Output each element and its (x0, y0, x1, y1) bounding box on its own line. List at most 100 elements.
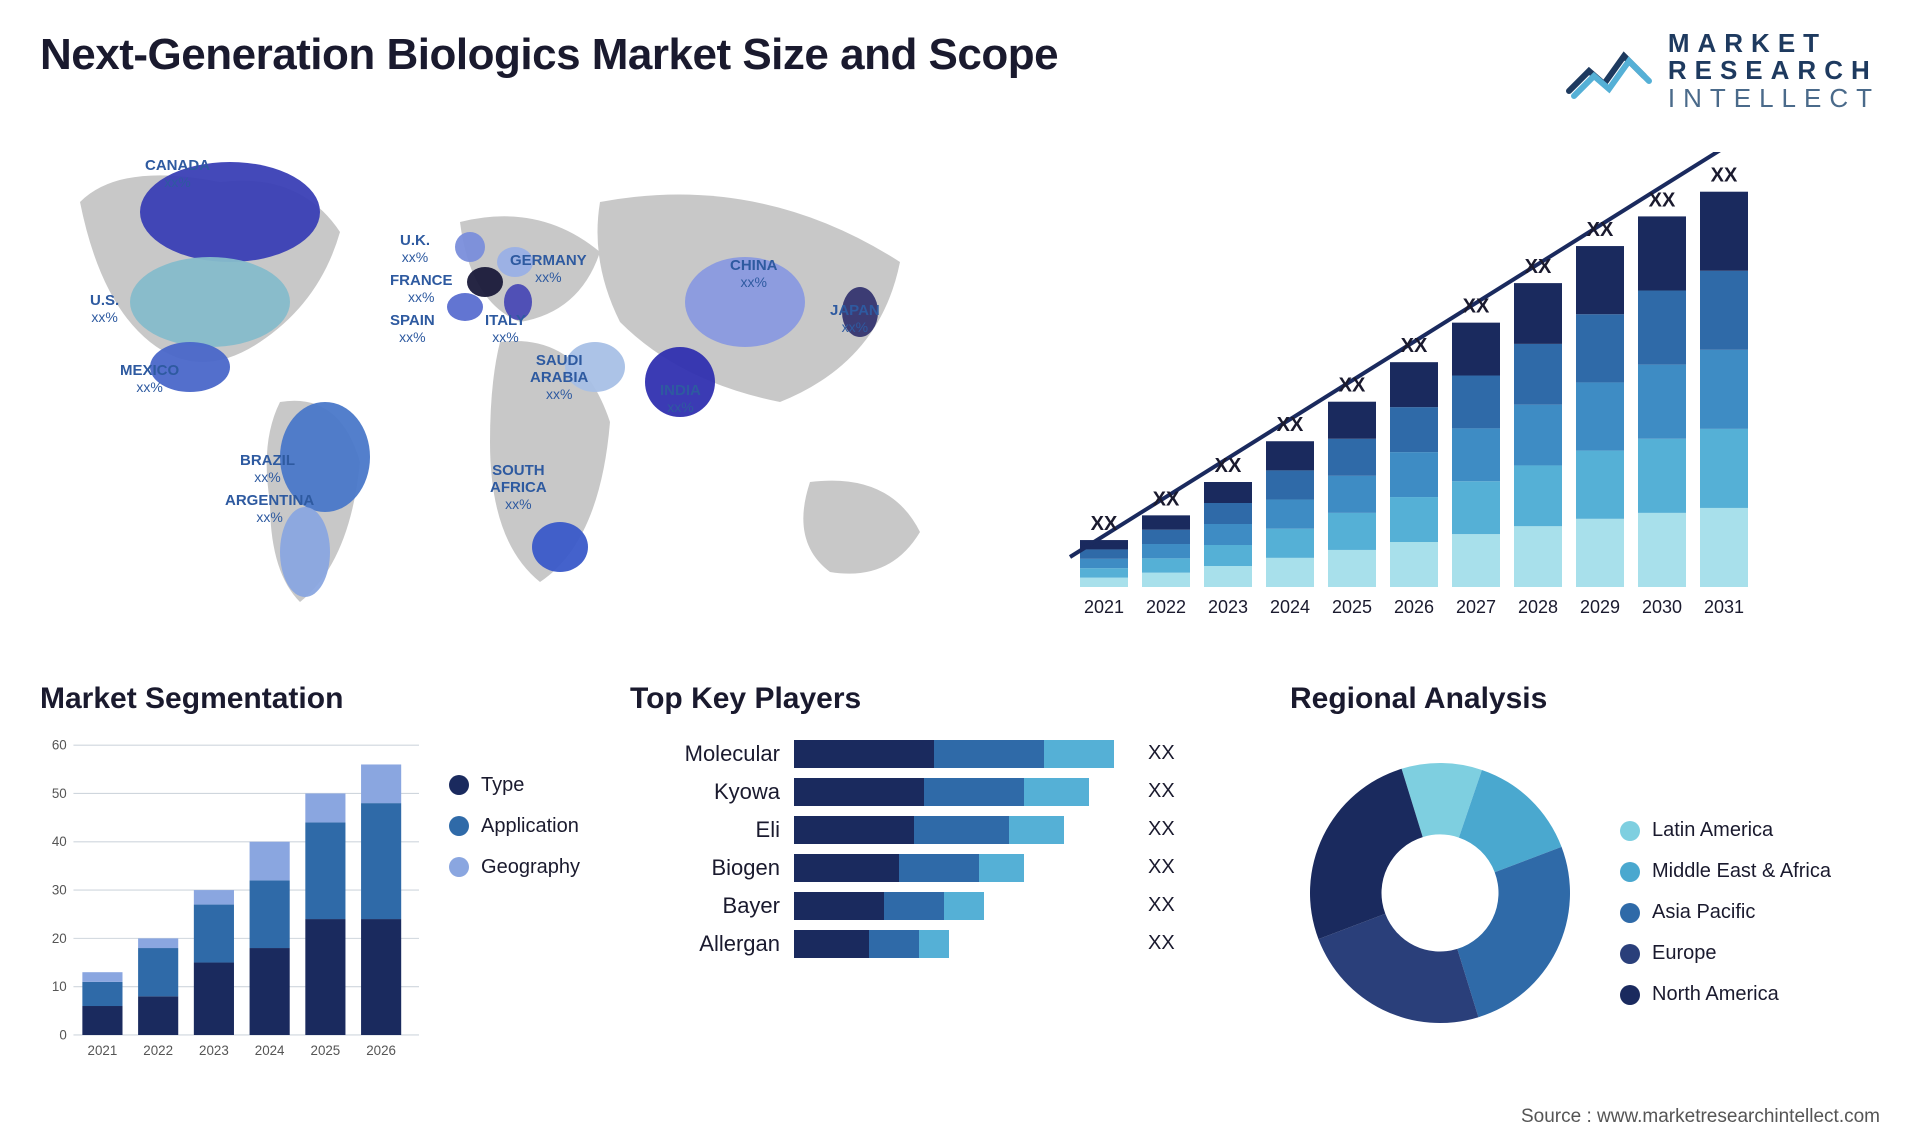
world-map-icon (40, 142, 1000, 632)
svg-text:40: 40 (52, 834, 67, 849)
svg-text:XX: XX (1277, 414, 1304, 436)
svg-text:2026: 2026 (366, 1043, 396, 1058)
regional-analysis-panel: Regional Analysis Latin America Middle Ea… (1290, 682, 1880, 1052)
world-map-panel: CANADAxx%U.S.xx%MEXICOxx%BRAZILxx%ARGENT… (40, 142, 1000, 632)
brand-logo: MARKET RESEARCH INTELLECT (1564, 30, 1880, 112)
legend-label: Latin America (1652, 819, 1773, 842)
svg-text:60: 60 (52, 737, 67, 752)
map-label: SPAINxx% (390, 312, 435, 345)
svg-text:2027: 2027 (1456, 597, 1496, 617)
legend-label: Application (481, 815, 579, 838)
legend-item: North America (1620, 983, 1831, 1006)
growth-chart-panel: XX2021XX2022XX2023XX2024XX2025XX2026XX20… (1040, 142, 1880, 632)
map-label: SAUDIARABIAxx% (530, 352, 588, 403)
legend-label: Type (481, 774, 524, 797)
legend-label: Europe (1652, 942, 1717, 965)
key-players-title: Top Key Players (630, 682, 1240, 716)
map-label: SOUTHAFRICAxx% (490, 462, 547, 513)
player-name: Bayer (630, 893, 780, 919)
legend-item: Middle East & Africa (1620, 860, 1831, 883)
svg-text:XX: XX (1587, 219, 1614, 241)
map-label: ITALYxx% (485, 312, 526, 345)
svg-text:2021: 2021 (1084, 597, 1124, 617)
legend-swatch-icon (1620, 821, 1640, 841)
regional-legend: Latin America Middle East & Africa Asia Pa… (1620, 779, 1831, 1006)
svg-text:2021: 2021 (88, 1043, 118, 1058)
legend-item: Europe (1620, 942, 1831, 965)
player-value: XX (1148, 894, 1175, 917)
top-row: CANADAxx%U.S.xx%MEXICOxx%BRAZILxx%ARGENT… (40, 142, 1880, 632)
player-bar (794, 816, 1134, 844)
map-label: INDIAxx% (660, 382, 701, 415)
map-label: GERMANYxx% (510, 252, 587, 285)
svg-text:0: 0 (59, 1027, 66, 1042)
map-label: CHINAxx% (730, 257, 778, 290)
regional-donut-chart (1290, 743, 1590, 1043)
svg-text:50: 50 (52, 786, 67, 801)
market-segmentation-panel: Market Segmentation 01020304050602021202… (40, 682, 580, 1052)
page-title: Next-Generation Biologics Market Size an… (40, 30, 1058, 80)
player-row: Kyowa XX (630, 778, 1240, 806)
player-row: Biogen XX (630, 854, 1240, 882)
svg-text:XX: XX (1525, 256, 1552, 278)
player-bar (794, 892, 1134, 920)
player-value: XX (1148, 932, 1175, 955)
map-label: U.K.xx% (400, 232, 430, 265)
svg-text:20: 20 (52, 931, 67, 946)
svg-text:XX: XX (1215, 455, 1242, 477)
key-players-panel: Top Key Players MolecularXXKyowaXXEliXXB… (630, 682, 1240, 1052)
svg-text:2022: 2022 (143, 1043, 173, 1058)
svg-text:XX: XX (1091, 513, 1118, 535)
player-value: XX (1148, 856, 1175, 879)
legend-label: Geography (481, 856, 580, 879)
svg-text:XX: XX (1463, 296, 1490, 318)
growth-stacked-bar-chart: XX2021XX2022XX2023XX2024XX2025XX2026XX20… (1050, 152, 1870, 632)
svg-text:XX: XX (1401, 335, 1428, 357)
svg-text:XX: XX (1711, 165, 1738, 187)
svg-text:XX: XX (1649, 189, 1676, 211)
map-label: JAPANxx% (830, 302, 880, 335)
player-name: Biogen (630, 855, 780, 881)
svg-text:2030: 2030 (1642, 597, 1682, 617)
legend-swatch-icon (449, 816, 469, 836)
svg-text:XX: XX (1339, 375, 1366, 397)
svg-text:2024: 2024 (1270, 597, 1310, 617)
regional-title: Regional Analysis (1290, 682, 1880, 716)
svg-text:2031: 2031 (1704, 597, 1744, 617)
legend-label: Middle East & Africa (1652, 860, 1831, 883)
player-value: XX (1148, 818, 1175, 841)
map-label: ARGENTINAxx% (225, 492, 314, 525)
segmentation-legend: Type Application Geography (449, 734, 580, 1068)
svg-text:2022: 2022 (1146, 597, 1186, 617)
source-attribution: Source : www.marketresearchintellect.com (1521, 1106, 1880, 1128)
svg-text:XX: XX (1153, 488, 1180, 510)
legend-item: Asia Pacific (1620, 901, 1831, 924)
svg-text:2023: 2023 (199, 1043, 229, 1058)
legend-swatch-icon (449, 775, 469, 795)
player-name: Molecular (630, 741, 780, 767)
player-name: Eli (630, 817, 780, 843)
logo-mark-icon (1564, 36, 1654, 106)
segmentation-title: Market Segmentation (40, 682, 580, 716)
legend-item: Latin America (1620, 819, 1831, 842)
legend-label: North America (1652, 983, 1779, 1006)
segmentation-stacked-bar-chart: 0102030405060202120222023202420252026 (40, 734, 419, 1068)
legend-swatch-icon (1620, 903, 1640, 923)
legend-swatch-icon (1620, 944, 1640, 964)
svg-text:2023: 2023 (1208, 597, 1248, 617)
key-players-bar-chart: Molecular XX Kyowa XX Eli XX Biogen XX Bayer XX Al… (630, 734, 1240, 958)
map-label: U.S.xx% (90, 292, 119, 325)
player-name: Kyowa (630, 779, 780, 805)
svg-text:2025: 2025 (311, 1043, 341, 1058)
legend-label: Asia Pacific (1652, 901, 1755, 924)
legend-swatch-icon (1620, 862, 1640, 882)
player-row: Eli XX (630, 816, 1240, 844)
legend-swatch-icon (449, 857, 469, 877)
header: Next-Generation Biologics Market Size an… (40, 30, 1880, 112)
map-label: FRANCExx% (390, 272, 453, 305)
svg-text:2029: 2029 (1580, 597, 1620, 617)
player-value: XX (1148, 780, 1175, 803)
player-name: Allergan (630, 931, 780, 957)
player-row: Bayer XX (630, 892, 1240, 920)
player-bar (794, 930, 1134, 958)
